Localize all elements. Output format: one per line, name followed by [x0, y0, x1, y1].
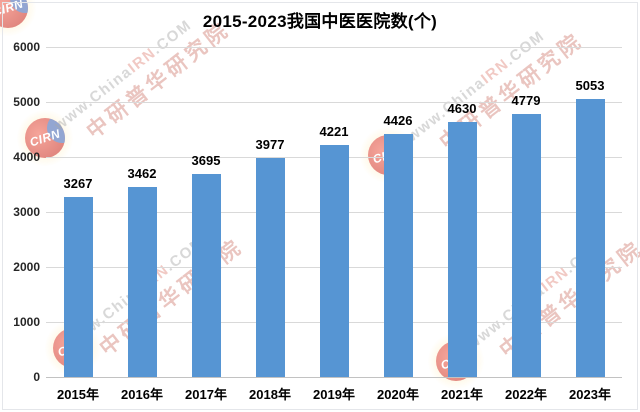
y-gridline [46, 101, 622, 103]
chart-title: 2015-2023我国中医医院数(个) [202, 12, 438, 31]
bar [511, 114, 541, 377]
bar-value-label: 4221 [319, 123, 349, 139]
x-axis-label: 2020年 [377, 387, 419, 402]
bar [191, 173, 221, 377]
x-axis-label: 2022年 [505, 387, 547, 402]
y-axis-label: 1000 [13, 315, 40, 329]
x-axis-label: 2016年 [121, 387, 163, 402]
y-axis-label: 4000 [13, 150, 40, 164]
y-axis-label: 3000 [13, 205, 40, 219]
y-gridline [46, 46, 622, 48]
x-axis-label: 2021年 [441, 387, 483, 402]
bar-value-label: 4779 [511, 93, 541, 109]
y-axis-label: 6000 [13, 40, 40, 54]
bar [383, 133, 413, 377]
bar [127, 186, 157, 377]
bar-value-label: 3267 [63, 176, 93, 192]
x-axis-label: 2023年 [569, 387, 611, 402]
x-axis-label: 2019年 [313, 387, 355, 402]
y-axis-label: 5000 [13, 95, 40, 109]
plot-area: 0 1000 2000 3000 4000 5000 6000 3267 2015年 3462 20… [13, 40, 622, 402]
bar-value-label: 3462 [127, 165, 157, 181]
bar-value-label: 3977 [255, 137, 285, 153]
bar [575, 99, 605, 377]
bar-value-label: 5053 [575, 78, 605, 94]
x-axis-label: 2017年 [185, 387, 227, 402]
bar [447, 122, 477, 377]
bar-value-label: 3695 [191, 152, 221, 168]
bar-value-label: 4630 [447, 101, 477, 117]
y-axis-label: 0 [33, 370, 40, 384]
y-gridline [46, 376, 622, 378]
bar [319, 144, 349, 377]
bar [63, 197, 93, 377]
x-axis-label: 2018年 [249, 387, 291, 402]
bar-value-label: 4426 [383, 112, 413, 128]
x-axis-label: 2015年 [57, 387, 99, 402]
y-axis-label: 2000 [13, 260, 40, 274]
bar [255, 158, 285, 377]
